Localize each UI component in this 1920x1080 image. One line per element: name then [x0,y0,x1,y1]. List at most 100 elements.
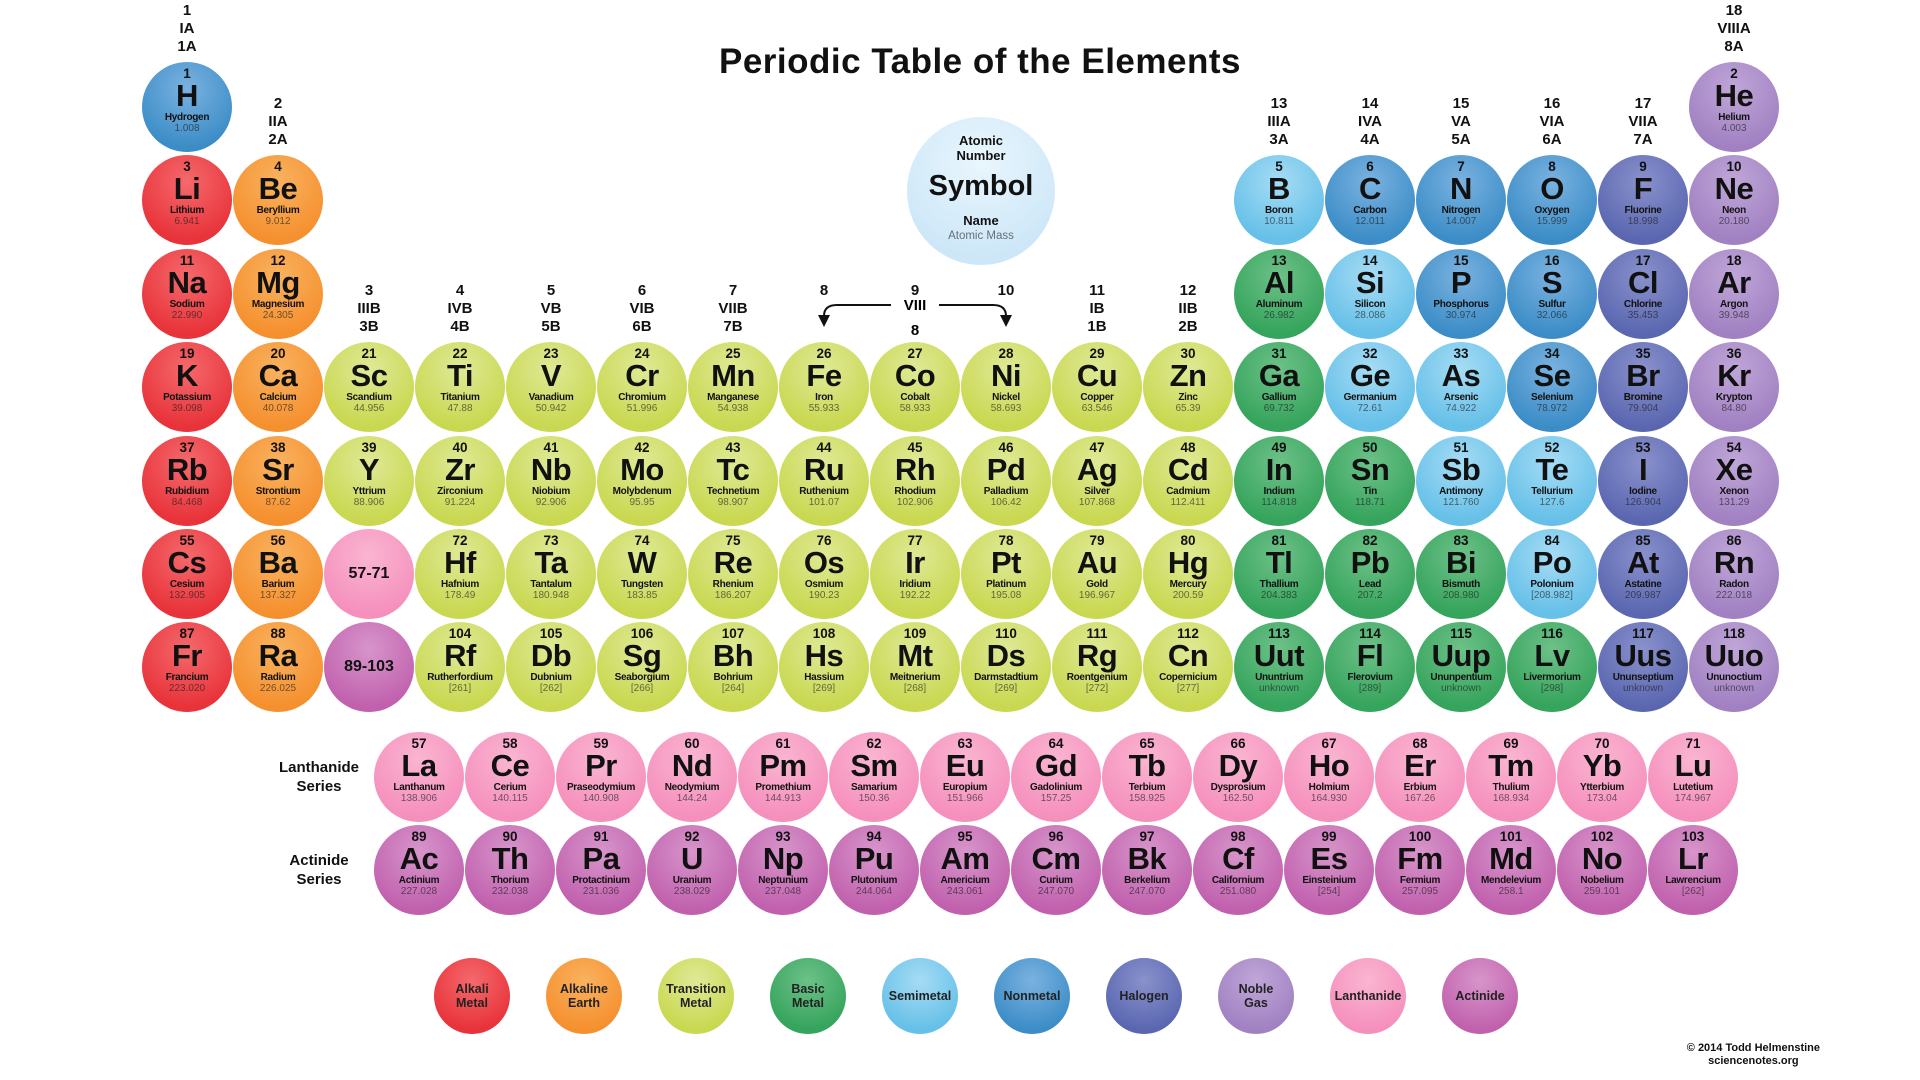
element-Cd: 48 Cd Cadmium 112.411 [1143,435,1233,526]
atomic-mass: 10.811 [1264,216,1294,228]
atomic-mass: 12.011 [1355,216,1385,228]
element-name: Bohrium [713,672,753,684]
atomic-number: 43 [725,439,741,455]
element-symbol: Co [894,358,936,394]
atomic-mass: 247.070 [1128,886,1166,897]
atomic-mass: 207.2 [1357,590,1383,601]
element-name: Cerium [493,782,527,793]
atomic-number: 84 [1544,533,1560,548]
element-name: Phosphorus [1433,298,1489,310]
legend-label-line: Alkaline [560,982,608,996]
element-symbol: Te [1535,451,1569,487]
group-label-9: 9 [870,282,960,300]
atomic-number: 83 [1453,533,1469,548]
element-symbol: Ac [399,841,439,876]
key-atomic-number-line1: Atomic [958,133,1004,148]
element-Tm: 69 Tm Thulium 168.934 [1466,732,1556,822]
element-name: Berkelium [1124,875,1170,886]
element-symbol: Zr [445,451,476,487]
element-name: Niobium [532,485,570,497]
atomic-mass: 118.71 [1355,496,1385,508]
group-label-line: 11 [1089,282,1105,300]
element-Uus: 117 Uus Ununseptium unknown [1598,622,1688,713]
atomic-number: 31 [1271,346,1287,362]
element-Te: 52 Te Tellurium 127.6 [1507,435,1597,526]
element-Fm: 100 Fm Fermium 257.095 [1375,825,1465,915]
element-symbol: Hg [1167,545,1209,580]
element-name: Krypton [1715,392,1753,404]
atomic-mass: 101.07 [808,496,840,508]
atomic-mass: 30.974 [1445,309,1477,321]
element-symbol: S [1541,264,1563,300]
atomic-mass: 28.086 [1354,309,1386,321]
element-symbol: Li [173,171,201,207]
element-name: Thallium [1259,579,1299,590]
atomic-mass: 78.972 [1536,403,1568,415]
legend-label-line: Metal [680,996,712,1010]
element-symbol: Ge [1349,358,1391,394]
element-symbol: Kr [1717,358,1751,394]
group-label-line: IB [1089,300,1105,318]
legend-label-line: Nonmetal [1003,989,1061,1003]
atomic-mass: 47.88 [447,403,473,415]
element-name: Cadmium [1166,485,1210,497]
element-name: Thulium [1492,782,1530,793]
atomic-number: 86 [1726,533,1742,548]
element-Tl: 81 Tl Thallium 204.383 [1234,529,1324,619]
group-label-line: IVB [447,300,473,318]
atomic-number: 14 [1362,252,1378,268]
element-Yb: 70 Yb Ytterbium 173.04 [1557,732,1647,822]
element-name: Samarium [851,782,897,793]
atomic-number: 90 [502,829,518,844]
element-symbol: Mg [256,264,300,300]
atomic-number: 91 [593,829,609,844]
group-label-line: 2A [268,131,288,149]
atomic-number: 12 [270,252,286,268]
atomic-number: 27 [907,346,923,362]
element-symbol: Rb [166,451,208,487]
atomic-mass: [254] [1317,886,1341,897]
element-name: Platinum [986,579,1026,590]
element-symbol: Rf [444,638,476,674]
element-name: Mendelevium [1480,875,1542,886]
element-symbol: Ir [905,545,925,580]
atomic-mass: 168.934 [1492,793,1530,804]
group-label-line: 16 [1543,95,1561,113]
element-name: Lutetium [1673,782,1713,793]
element-Pa: 91 Pa Protactinium 231.036 [556,825,646,915]
element-Be: 4 Be Beryllium 9.012 [233,155,323,246]
atomic-mass: 92.906 [535,496,567,508]
element-Po: 84 Po Polonium [208.982] [1507,529,1597,619]
atomic-mass: 84.80 [1721,403,1747,415]
atomic-mass: 144.24 [676,793,708,804]
group-label-line: 6 [637,282,647,300]
element-No: 102 No Nobelium 259.101 [1557,825,1647,915]
atomic-number: 63 [957,736,973,751]
element-Uup: 115 Uup Ununpentium unknown [1416,622,1506,713]
element-name: Silver [1084,485,1110,497]
element-Cu: 29 Cu Copper 63.546 [1052,342,1142,433]
element-Eu: 63 Eu Europium 151.966 [920,732,1010,822]
element-symbol: Cs [167,545,207,580]
element-Sg: 106 Sg Seaborgium [266] [597,622,687,713]
element-name: Nitrogen [1441,205,1481,217]
atomic-mass: 140.908 [582,793,620,804]
atomic-number: 5 [1275,159,1283,175]
element-Li: 3 Li Lithium 6.941 [142,155,232,246]
element-Np: 93 Np Neptunium 237.048 [738,825,828,915]
element-Mn: 25 Mn Manganese 54.938 [688,342,778,433]
element-symbol: Rn [1713,545,1755,580]
element-symbol: Bi [1446,545,1477,580]
legend-label-line: Noble [1238,982,1274,996]
atomic-mass: unknown [1440,683,1482,695]
element-name: Mercury [1169,579,1207,590]
atomic-number: 79 [1089,533,1105,548]
element-symbol: H [176,78,198,113]
element-name: Plutonium [850,875,898,886]
element-Pt: 78 Pt Platinum 195.08 [961,529,1051,619]
element-name: Strontium [255,485,301,497]
element-symbol: B [1268,171,1290,207]
element-name: Gold [1086,579,1108,590]
element-symbol: Tc [716,451,750,487]
element-symbol: Cd [1167,451,1209,487]
